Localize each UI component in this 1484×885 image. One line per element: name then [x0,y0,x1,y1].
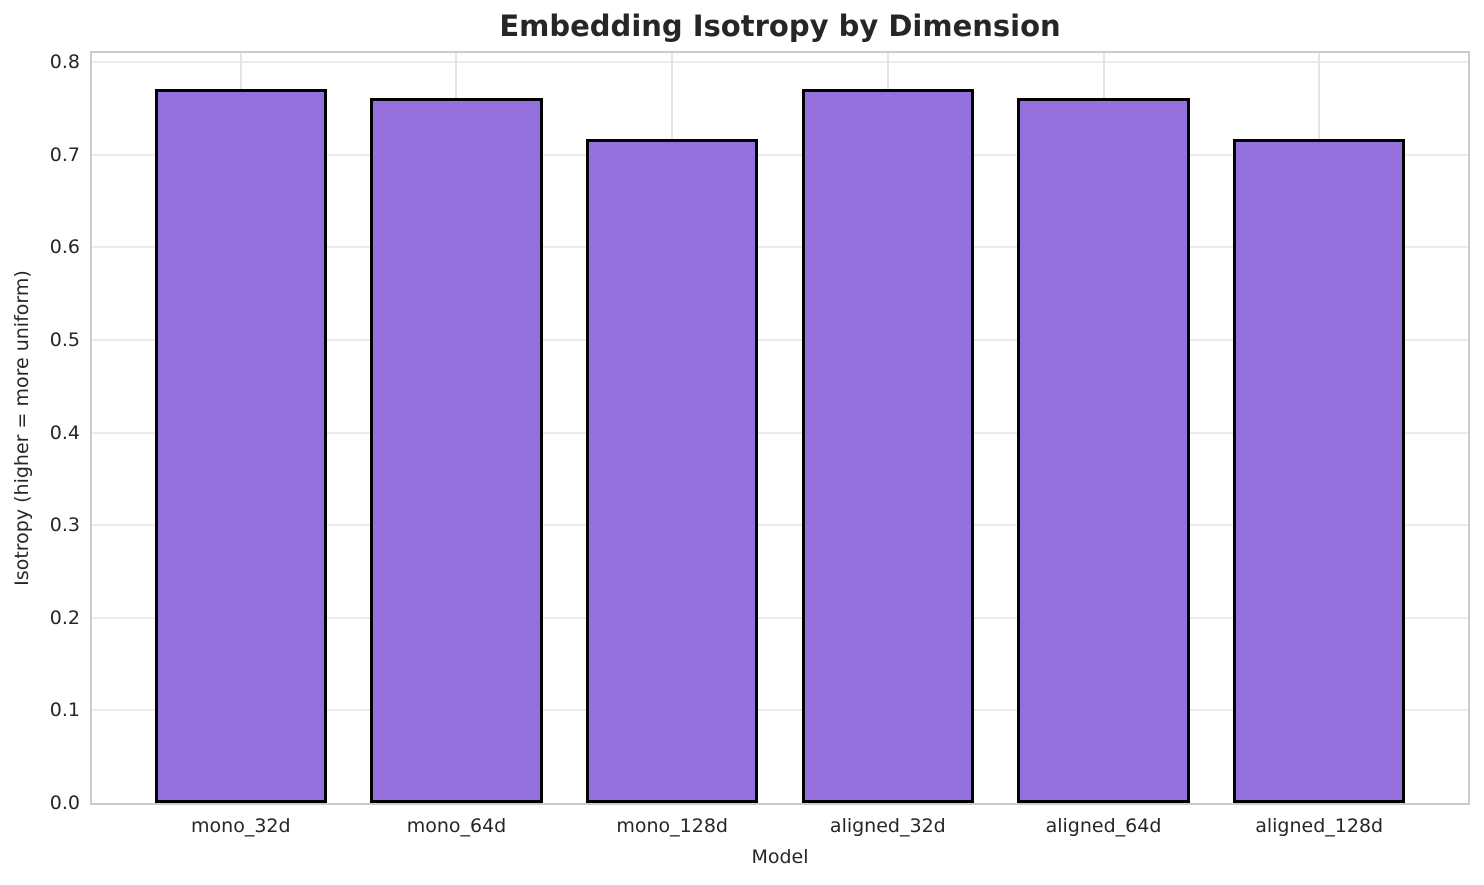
grid-line-horizontal [92,431,1468,434]
y-tick-label: 0.6 [49,236,80,259]
grid-line-horizontal [92,616,1468,619]
y-tick-label: 0.4 [49,421,80,444]
x-tick-label-aligned_128d: aligned_128d [1255,815,1384,837]
x-tick-label-aligned_32d: aligned_32d [829,815,946,837]
grid-line-horizontal [92,61,1468,64]
y-tick-label: 0.1 [49,699,80,722]
y-tick-label: 0.5 [49,329,80,352]
y-tick-label: 0.7 [49,143,80,166]
grid-line-horizontal [92,524,1468,527]
y-tick-label: 0.0 [49,792,80,814]
bar-aligned_128d [1232,139,1406,803]
bar-aligned_64d [1017,98,1190,803]
grid-line-horizontal [92,246,1468,249]
x-axis-title: Model [751,846,809,868]
bar-mono_32d [154,89,328,803]
bar-mono_64d [370,98,543,803]
grid-line-horizontal [92,339,1468,342]
y-tick-label: 0.2 [49,606,80,629]
y-tick-label: 0.3 [49,514,80,537]
x-tick-label-mono_32d: mono_32d [191,815,291,837]
x-tick-label-mono_64d: mono_64d [406,815,507,837]
bar-mono_128d [585,139,759,803]
bar-aligned_32d [801,89,975,803]
x-tick-label-aligned_64d: aligned_64d [1045,815,1162,837]
x-tick-label-mono_128d: mono_128d [616,815,728,837]
grid-line-horizontal [92,153,1468,156]
y-tick-label: 0.8 [49,51,80,74]
plot-area [90,51,1470,805]
chart-title: Embedding Isotropy by Dimension [499,9,1061,43]
grid-line-horizontal [92,709,1468,712]
